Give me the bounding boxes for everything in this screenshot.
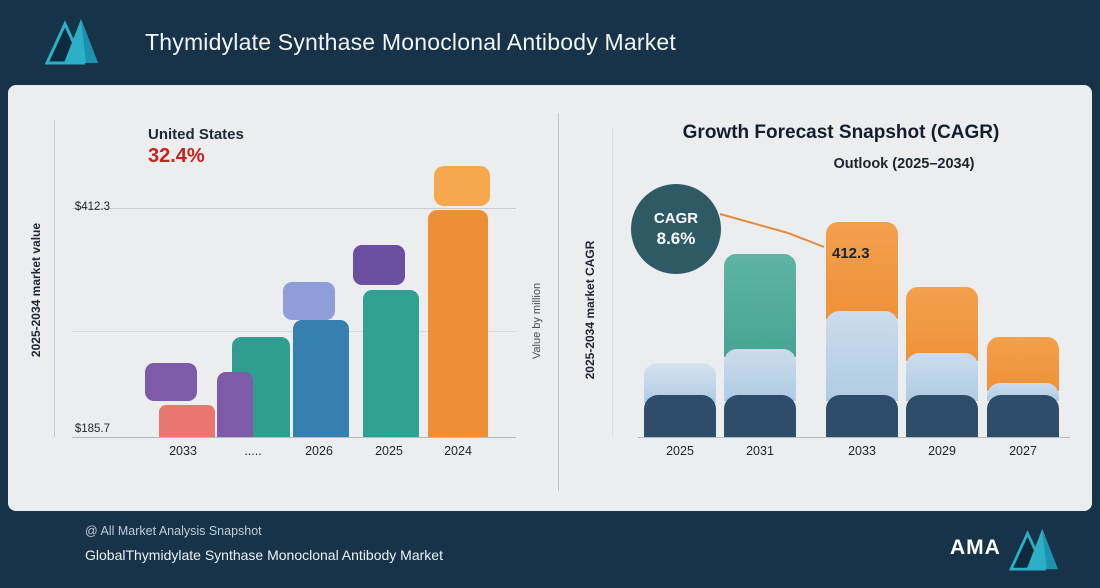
category-label-2025: 2025 <box>666 444 694 458</box>
bar-segment-2024 <box>428 210 488 437</box>
footer-brand-text: AMA <box>950 536 1001 559</box>
cagr-badge: CAGR 8.6% <box>631 184 721 274</box>
cagr-badge-title: CAGR <box>653 210 699 227</box>
category-label-2033: 2033 <box>848 444 876 458</box>
bar-segment-2031 <box>724 254 796 357</box>
category-label-.....: ..... <box>244 444 262 458</box>
bar-value-annotation: 412.3 <box>832 245 870 262</box>
left-bar-chart: 2033..... 2026 2025 2024 <box>8 85 1092 511</box>
bar-segment-2029 <box>906 395 978 437</box>
bar-segment-2025 <box>363 290 419 437</box>
right-chart-title: Growth Forecast Snapshot (CAGR) <box>682 122 1000 143</box>
bar-segment-2033 <box>826 311 898 401</box>
market-share-value: 32.4% <box>148 145 205 167</box>
footer-tagline: @ All Market Analysis Snapshot <box>85 524 262 538</box>
category-label-2027: 2027 <box>1009 444 1037 458</box>
bar-segment-2027 <box>987 337 1059 391</box>
content-area: 2025-2034 market value United States 32.… <box>8 85 1092 511</box>
bar-segment-2029 <box>906 353 978 401</box>
bar-segment-..... <box>217 372 253 437</box>
bar-segment-2026 <box>283 282 335 320</box>
bar-segment-2033 <box>159 405 215 437</box>
bar-segment-2033 <box>826 395 898 437</box>
ama-logo-icon <box>44 19 98 65</box>
category-label-2024: 2024 <box>444 444 472 458</box>
bar-segment-2031 <box>724 395 796 437</box>
bar-segment-2024 <box>434 166 490 206</box>
bar-segment-2025 <box>644 395 716 437</box>
category-label-2029: 2029 <box>928 444 956 458</box>
header: Thymidylate Synthase Monoclonal Antibody… <box>0 0 1100 85</box>
right-chart-subtitle: Outlook (2025–2034) <box>833 156 975 172</box>
gridline-top <box>72 208 516 209</box>
country-label: United States <box>148 126 244 143</box>
bar-segment-2029 <box>906 287 978 361</box>
bar-segment-2033 <box>145 363 197 401</box>
right-y-axis-line <box>612 127 613 437</box>
left-x-axis-line <box>72 437 516 438</box>
category-label-2026: 2026 <box>305 444 333 458</box>
bar-segment-2027 <box>987 395 1059 437</box>
y-tick-top: $412.3 <box>74 201 110 213</box>
bar-segment-2025 <box>353 245 405 285</box>
cagr-badge-value: 8.6% <box>656 229 696 248</box>
footer-report-title: GlobalThymidylate Synthase Monoclonal An… <box>85 547 443 563</box>
ama-logo-footer-icon <box>1008 528 1058 571</box>
bar-segment-2026 <box>293 320 349 437</box>
right-x-axis-line <box>638 437 1070 438</box>
left-y-axis-line <box>54 120 55 437</box>
y-tick-bottom: $185.7 <box>74 423 110 435</box>
page-title: Thymidylate Synthase Monoclonal Antibody… <box>145 29 676 55</box>
bar-segment-2031 <box>724 349 796 401</box>
bar-segment-2033 <box>826 222 898 319</box>
right-bar-chart: 2025 2031 2033 2029 2027 <box>8 85 1092 511</box>
panel-divider <box>558 113 559 491</box>
category-label-2031: 2031 <box>746 444 774 458</box>
category-label-2033: 2033 <box>169 444 197 458</box>
category-label-2025: 2025 <box>375 444 403 458</box>
